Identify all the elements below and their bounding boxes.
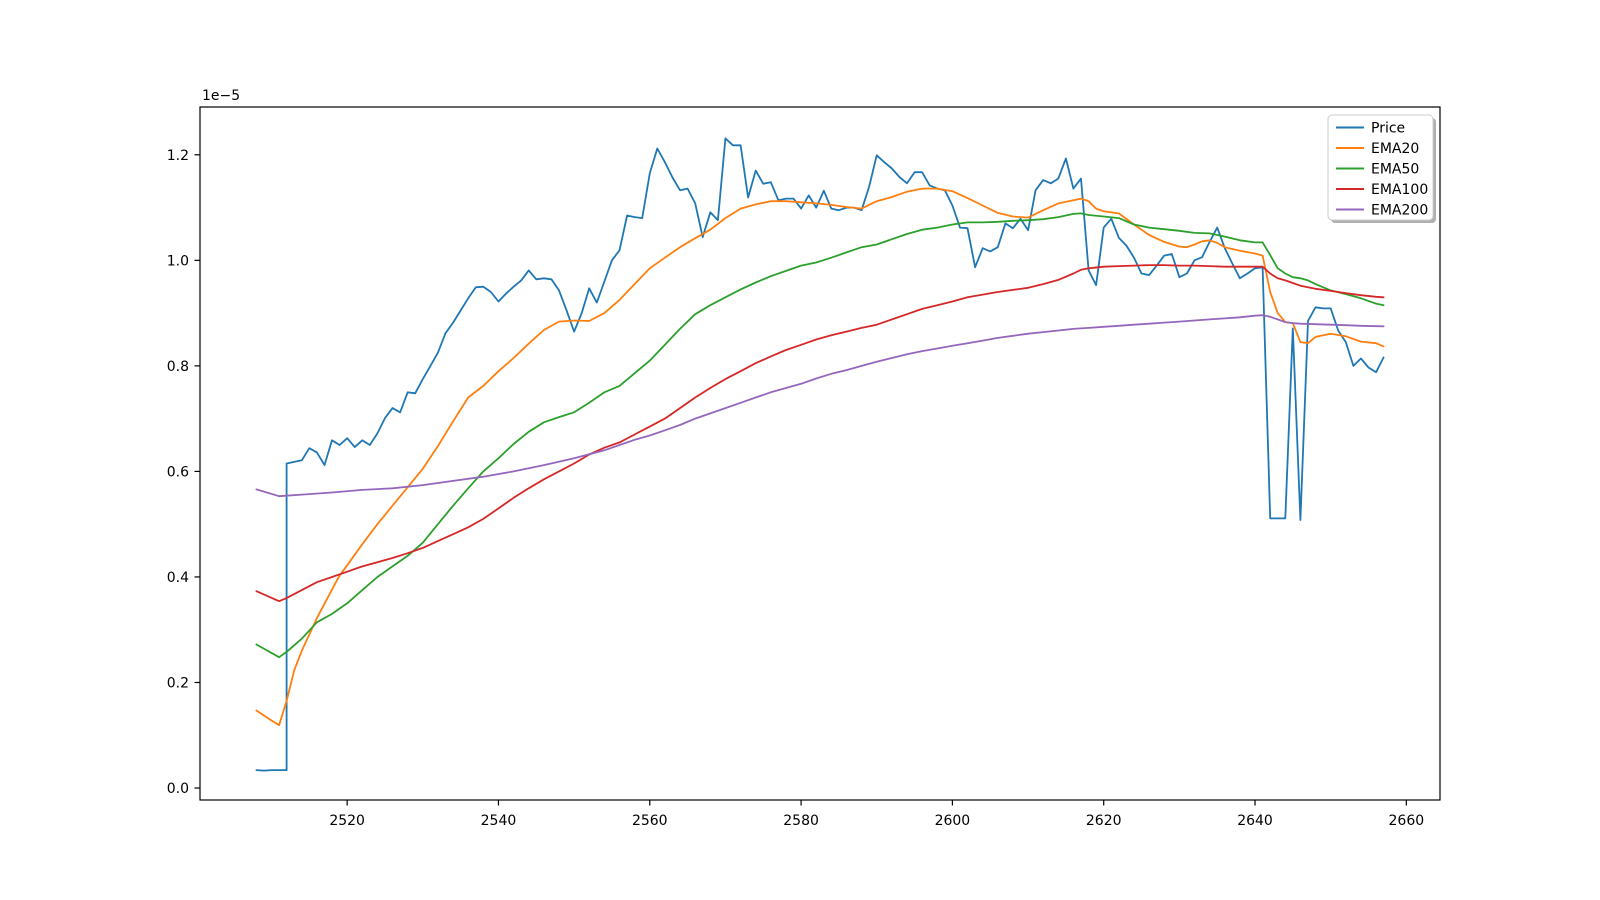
ema100-line [255,264,1385,603]
y-axis: 0.0 0.2 0.4 0.6 0.8 1.0 1.2 [167,148,200,797]
legend: Price EMA20 EMA50 EMA100 EMA200 [1327,114,1436,223]
legend-item-ema100: EMA100 [1336,182,1428,198]
y-tick-label: 1.2 [167,148,189,164]
x-tick-label: 2580 [783,813,819,829]
ema50-line [255,212,1385,659]
y-tick-label: 0.2 [167,675,189,691]
y-tick-label: 0.4 [167,570,189,586]
legend-box [1327,114,1434,221]
y-tick-label: 0.6 [167,464,189,480]
x-tick-label: 2540 [481,813,517,829]
legend-label: EMA200 [1371,203,1428,219]
y-tick-label: 0.8 [167,359,189,375]
ema20-line [255,187,1385,727]
x-tick-label: 2620 [1086,813,1122,829]
x-tick-label: 2520 [329,813,365,829]
legend-item-ema50: EMA50 [1336,162,1419,178]
y-tick-label: 1.0 [167,253,189,269]
price-line [255,137,1385,772]
y-axis-offset-label: 1e−5 [202,88,240,104]
legend-label: EMA100 [1371,182,1428,198]
legend-label: EMA50 [1371,162,1419,178]
legend-label: EMA20 [1371,141,1419,157]
axes-spines [199,106,1441,801]
plot-area [255,137,1385,772]
ema200-line [255,314,1385,498]
y-tick-label: 0.0 [167,781,189,797]
legend-item-price: Price [1336,121,1405,137]
x-tick-label: 2660 [1389,813,1425,829]
legend-label: Price [1371,121,1405,137]
x-tick-label: 2640 [1237,813,1273,829]
x-tick-label: 2560 [632,813,668,829]
legend-item-ema20: EMA20 [1336,141,1419,157]
legend-item-ema200: EMA200 [1336,203,1428,219]
x-axis: 2520 2540 2560 2580 2600 2620 2640 2660 [329,800,1424,829]
x-tick-label: 2600 [935,813,971,829]
